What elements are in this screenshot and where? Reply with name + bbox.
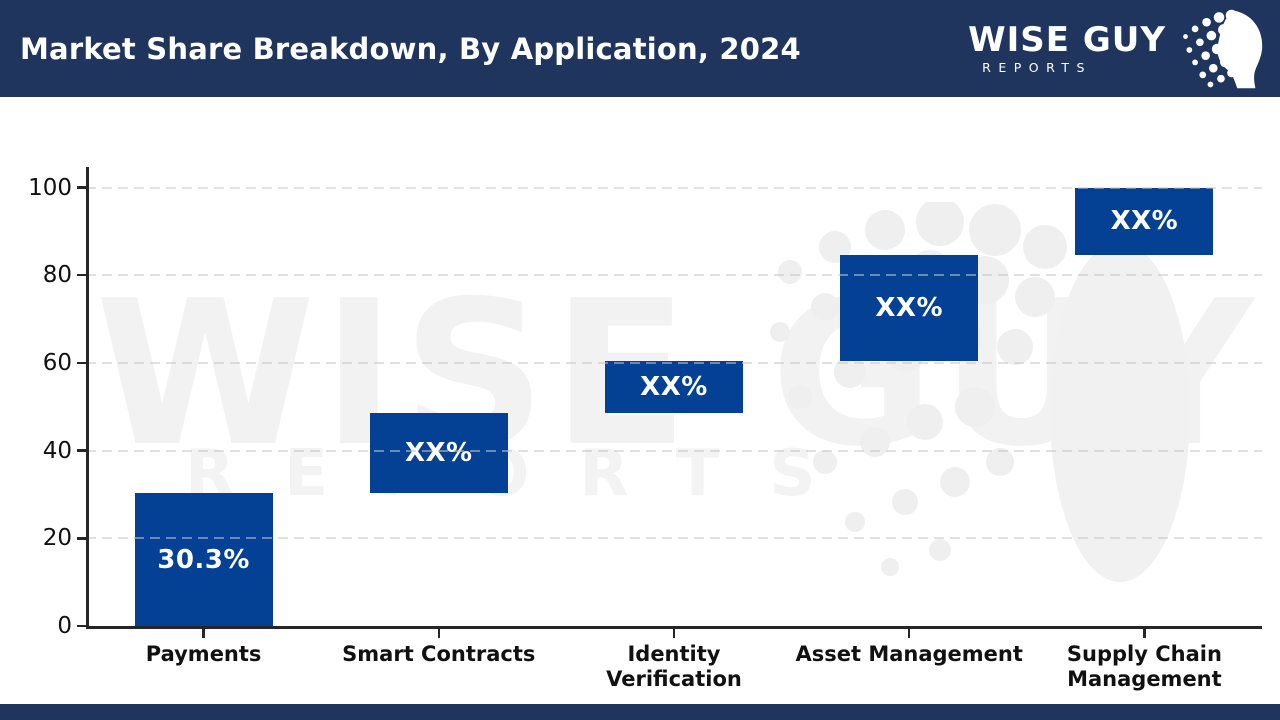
y-tick-label: 60 xyxy=(42,349,72,376)
wiseguy-logo: WISE GUY REPORTS xyxy=(968,0,1280,97)
waterfall-bar-identity-verification: XX% xyxy=(605,360,743,414)
y-tick-label: 40 xyxy=(42,437,72,464)
y-tick xyxy=(77,361,86,365)
y-tick-label: 0 xyxy=(57,613,72,639)
logo-brand-subtitle: REPORTS xyxy=(982,59,1092,75)
x-axis-label-smart-contracts: Smart Contracts xyxy=(342,642,536,666)
x-axis-label-identity-verification: Identity Verification xyxy=(606,642,742,692)
x-axis-line xyxy=(86,626,1262,629)
y-tick-label: 20 xyxy=(42,525,72,552)
waterfall-bar-smart-contracts: XX% xyxy=(369,413,508,494)
gridline-100 xyxy=(86,186,1262,189)
y-tick-label: 80 xyxy=(42,262,72,289)
waterfall-chart: WISE GUY REPORTS 0 20 40 60 80 100 30.3% Paymen… xyxy=(0,97,1280,704)
x-axis-label-asset-management: Asset Management xyxy=(795,642,1023,666)
x-axis-label-supply-chain-management: Supply Chain Management xyxy=(1066,642,1222,692)
bar-value-label: XX% xyxy=(1110,206,1179,237)
x-tick xyxy=(907,629,911,638)
bar-value-label: XX% xyxy=(875,293,944,324)
waterfall-bar-supply-chain-management: XX% xyxy=(1075,187,1214,256)
gridline-60 xyxy=(86,361,1262,364)
bar-value-label: XX% xyxy=(640,372,708,402)
page-title: Market Share Breakdown, By Application, … xyxy=(20,31,801,66)
bar-value-label: 30.3% xyxy=(157,544,250,575)
y-tick xyxy=(77,186,86,189)
bar-value-label: XX% xyxy=(404,438,473,469)
x-tick xyxy=(672,629,676,638)
header: Market Share Breakdown, By Application, … xyxy=(0,0,1280,97)
x-axis-label-payments: Payments xyxy=(145,642,262,666)
y-tick xyxy=(77,624,86,628)
x-tick xyxy=(1143,629,1146,638)
x-tick xyxy=(202,629,205,638)
y-axis-line xyxy=(86,167,89,629)
wiseguy-logo-text: WISE GUY REPORTS xyxy=(968,23,1166,75)
y-tick xyxy=(77,537,86,540)
footer-bar xyxy=(0,704,1280,720)
gridline-80 xyxy=(86,274,1262,277)
gridline-20 xyxy=(86,537,1262,540)
head-profile-dots-icon xyxy=(1183,9,1263,88)
waterfall-bar-payments: 30.3% xyxy=(134,493,273,626)
y-tick xyxy=(77,273,86,277)
gridline-40 xyxy=(86,449,1262,452)
y-tick xyxy=(77,449,86,452)
y-tick-label: 100 xyxy=(28,174,72,201)
logo-brand-name: WISE GUY xyxy=(968,19,1166,60)
waterfall-bar-asset-management: XX% xyxy=(840,255,979,361)
x-tick xyxy=(437,629,441,638)
